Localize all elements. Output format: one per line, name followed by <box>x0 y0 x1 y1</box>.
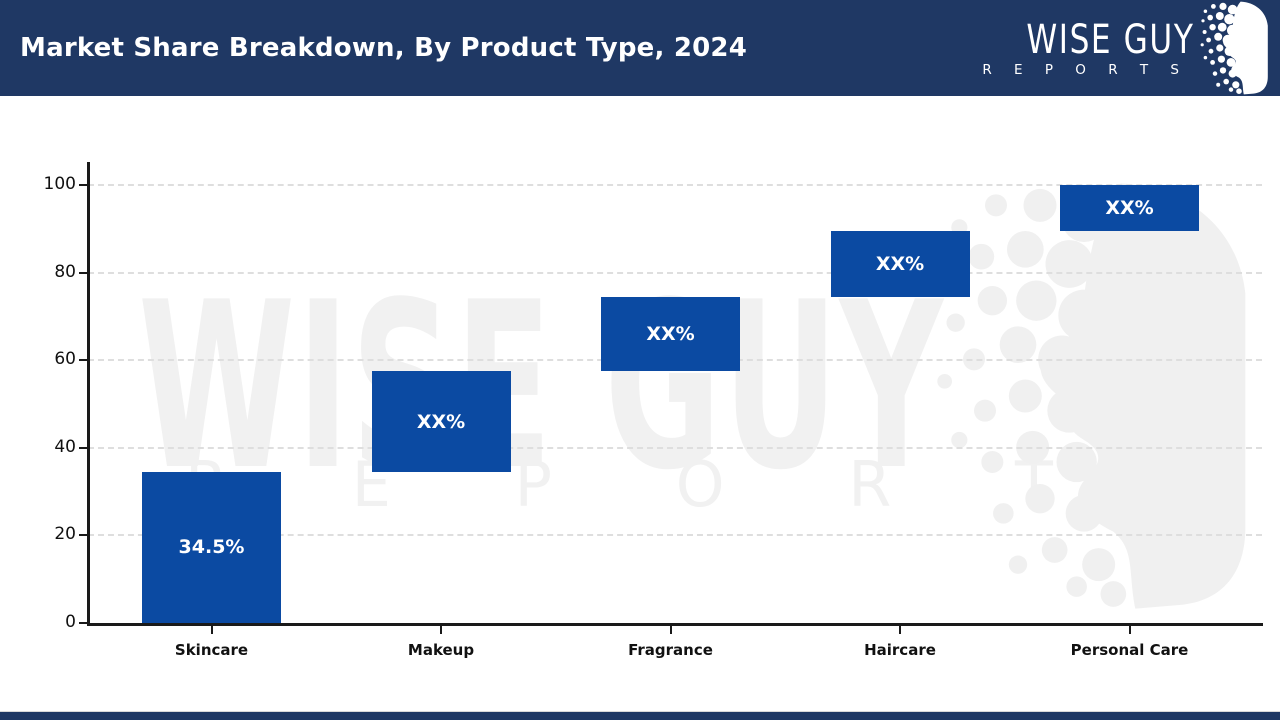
bar-value-label: XX% <box>646 322 695 345</box>
y-tick-80 <box>79 271 87 274</box>
page-title: Market Share Breakdown, By Product Type,… <box>20 33 747 63</box>
y-tick-label-20: 20 <box>54 524 76 545</box>
x-category-label: Personal Care <box>1070 641 1189 659</box>
bar-value-label: XX% <box>1105 196 1154 219</box>
x-tick-4 <box>1128 626 1131 634</box>
bar-fragrance: XX% <box>601 296 740 372</box>
bar-personal-care: XX% <box>1060 185 1199 231</box>
bar-haircare: XX% <box>830 230 970 297</box>
wiseguy-head-icon <box>1200 1 1268 95</box>
y-tick-20 <box>79 534 87 537</box>
footer-divider <box>0 711 1280 712</box>
bar-value-label: XX% <box>875 252 925 275</box>
bar-value-label: XX% <box>416 410 466 433</box>
x-category-label: Fragrance <box>628 641 713 659</box>
gridline-80 <box>88 271 1262 274</box>
y-tick-label-80: 80 <box>54 261 76 282</box>
gridline-100 <box>88 184 1262 186</box>
y-tick-60 <box>79 359 87 362</box>
x-tick-2 <box>669 626 672 634</box>
footer-bar <box>0 712 1280 720</box>
x-axis-line <box>87 623 1263 626</box>
bar-value-label: 34.5% <box>178 536 245 559</box>
waterfall-chart: WISE GUY R E P O R T S 0 20 40 60 80 100 34.5%… <box>0 96 1280 712</box>
y-tick-label-60: 60 <box>54 349 76 370</box>
x-tick-0 <box>210 626 213 634</box>
wiseguy-logo: WISE GUY R E P O R T S <box>979 0 1280 96</box>
y-tick-label-100: 100 <box>43 174 76 194</box>
bar-skincare: 34.5% <box>142 471 281 623</box>
x-category-label: Haircare <box>864 641 936 659</box>
gridline-20 <box>88 534 1262 537</box>
bar-makeup: XX% <box>371 371 511 472</box>
watermark-head-icon <box>937 183 1246 609</box>
wiseguy-logo-text: WISE GUY R E P O R T S <box>979 19 1194 78</box>
x-tick-1 <box>440 626 442 634</box>
wiseguy-logo-subtitle: R E P O R T S <box>982 61 1188 78</box>
x-tick-3 <box>899 626 901 634</box>
wiseguy-logo-wordmark: WISE GUY <box>1025 16 1194 63</box>
x-category-label: Makeup <box>407 641 475 659</box>
y-tick-40 <box>79 446 87 449</box>
header-bar: Market Share Breakdown, By Product Type,… <box>0 0 1280 96</box>
y-tick-label-40: 40 <box>54 436 76 457</box>
x-category-label: Skincare <box>174 641 249 659</box>
y-tick-100 <box>79 184 87 186</box>
y-tick-0 <box>79 622 87 624</box>
gridline-40 <box>88 446 1262 449</box>
y-tick-label-0: 0 <box>65 612 76 632</box>
y-axis-line <box>87 162 90 626</box>
